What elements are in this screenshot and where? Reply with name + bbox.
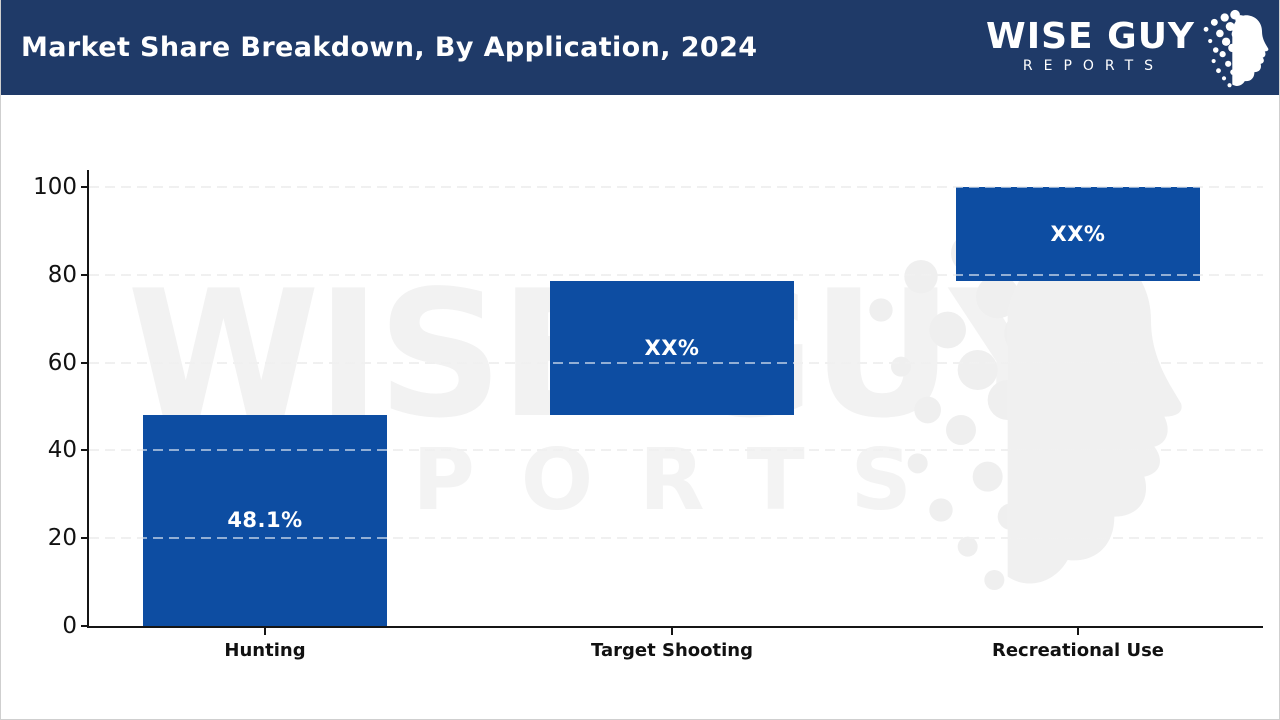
x-category-label: Recreational Use	[991, 640, 1165, 661]
header: Market Share Breakdown, By Application, …	[1, 0, 1279, 95]
bar: 48.1%	[143, 414, 387, 626]
brand-text: WISE GUY REPORTS	[985, 16, 1195, 75]
y-axis-spine	[87, 170, 89, 628]
y-tick-mark	[81, 449, 88, 452]
gridline	[89, 449, 1263, 452]
gridline	[89, 186, 1263, 188]
y-tick-label: 60	[47, 349, 77, 376]
brand-logo: WISE GUY REPORTS	[986, 6, 1269, 90]
x-tick-mark	[264, 628, 266, 635]
y-tick-mark	[81, 537, 88, 540]
bar-value-label: XX%	[644, 335, 700, 360]
y-tick-label: 100	[33, 174, 77, 200]
x-tick-mark	[1077, 628, 1079, 635]
brand-name: WISE GUY	[985, 16, 1195, 57]
y-tick-mark	[81, 361, 88, 364]
y-tick-mark	[81, 625, 88, 627]
x-tick-mark	[671, 628, 673, 635]
gridline	[89, 361, 1263, 364]
bar: XX%	[550, 280, 794, 415]
bar: XX%	[956, 187, 1200, 281]
brand-face-icon	[1203, 9, 1269, 88]
y-tick-label: 40	[47, 437, 77, 464]
y-tick-label: 80	[47, 261, 77, 288]
gridline	[89, 537, 1263, 540]
brand-subname: REPORTS	[1022, 58, 1165, 74]
bar-value-label: 48.1%	[227, 508, 303, 533]
x-category-label: Hunting	[224, 640, 306, 661]
y-tick-mark	[81, 273, 88, 276]
x-axis-spine	[87, 626, 1263, 628]
bar-value-label: XX%	[1050, 221, 1106, 246]
gridline	[89, 273, 1263, 276]
page-title: Market Share Breakdown, By Application, …	[21, 32, 758, 63]
x-category-label: Target Shooting	[591, 640, 753, 661]
y-tick-label: 0	[62, 613, 77, 639]
y-tick-label: 20	[47, 525, 77, 552]
y-tick-mark	[81, 186, 88, 188]
